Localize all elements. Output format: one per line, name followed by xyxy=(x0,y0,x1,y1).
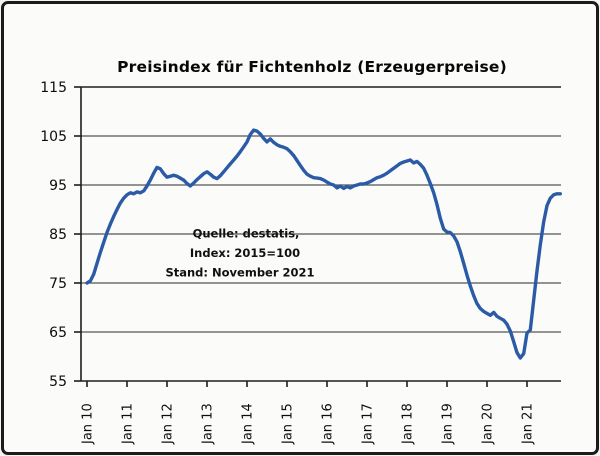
x-axis-label: Jan 14 xyxy=(241,403,256,445)
y-axis-label: 95 xyxy=(49,178,67,194)
x-axis-label: Jan 11 xyxy=(121,403,136,445)
y-axis-label: 55 xyxy=(49,374,67,390)
x-axis-label: Jan 10 xyxy=(81,403,96,445)
x-axis-label: Jan 12 xyxy=(161,403,176,445)
y-axis-label: 85 xyxy=(49,227,67,243)
y-axis-label: 65 xyxy=(49,325,67,341)
x-axis-label: Jan 18 xyxy=(401,403,416,445)
source-annotation-line-1: Quelle: destatis, xyxy=(193,227,300,241)
y-axis-label: 105 xyxy=(40,129,67,145)
y-axis-label: 115 xyxy=(40,80,67,96)
price-index-line xyxy=(85,128,562,360)
x-axis-label: Jan 13 xyxy=(201,403,216,445)
x-axis-label: Jan 21 xyxy=(521,403,536,445)
chart-title: Preisindex für Fichtenholz (Erzeugerprei… xyxy=(117,58,507,76)
x-axis-label: Jan 16 xyxy=(321,403,336,445)
plot-area: 55 65 75 85 95 105 115 Jan 10 Jan 11 Jan 12 Jan 13… xyxy=(40,80,562,445)
x-axis-label: Jan 17 xyxy=(361,403,376,445)
source-annotation-line-3: Stand: November 2021 xyxy=(165,266,314,280)
x-axis-label: Jan 19 xyxy=(441,403,456,445)
x-axis-label: Jan 15 xyxy=(281,403,296,445)
x-axis-label: Jan 20 xyxy=(481,403,496,445)
y-axis-label: 75 xyxy=(49,276,67,292)
source-annotation-line-2: Index: 2015=100 xyxy=(190,246,300,260)
